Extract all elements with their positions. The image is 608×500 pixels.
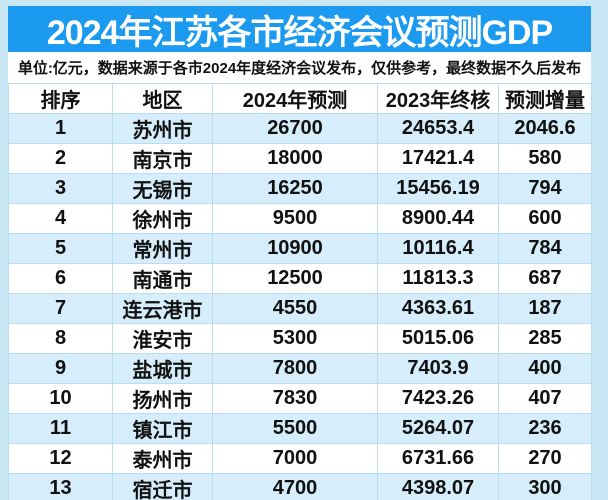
- table-cell: 10116.4: [377, 233, 499, 264]
- table-cell: 常州市: [112, 233, 213, 264]
- table-cell: 12: [8, 443, 113, 474]
- page-subtitle: 单位:亿元，数据来源于各市2024年度经济会议发布，仅供参考，最终数据不久后发布: [17, 60, 582, 77]
- table-cell: 7000: [212, 443, 378, 474]
- table-cell: 236: [498, 413, 592, 444]
- table-cell: 7800: [212, 353, 378, 384]
- table-cell: 7403.9: [377, 353, 499, 384]
- table-cell: 5: [8, 233, 113, 264]
- table-cell: 270: [498, 443, 592, 474]
- table-cell: 11: [8, 413, 113, 444]
- table-cell: 5300: [212, 323, 378, 354]
- table-cell: 285: [498, 323, 592, 354]
- table-row: 6 南通市 12500 11813.3 687: [8, 263, 592, 294]
- table-cell: 1: [8, 113, 113, 144]
- table-cell: 18000: [212, 143, 378, 174]
- table-row: 11 镇江市 5500 5264.07 236: [8, 413, 592, 444]
- table-cell: 8900.44: [377, 203, 499, 234]
- table-cell: 淮安市: [112, 323, 213, 354]
- column-header: 地区: [112, 83, 213, 114]
- table-cell: 600: [498, 203, 592, 234]
- table-cell: 9: [8, 353, 113, 384]
- table-cell: 6: [8, 263, 113, 294]
- table-cell: 镇江市: [112, 413, 213, 444]
- table-cell: 2046.6: [498, 113, 592, 144]
- table-cell: 徐州市: [112, 203, 213, 234]
- column-header: 2023年终核: [377, 83, 499, 114]
- table-row: 7 连云港市 4550 4363.61 187: [8, 293, 592, 324]
- table-cell: 7: [8, 293, 113, 324]
- table-cell: 17421.4: [377, 143, 499, 174]
- gdp-table: 排序 地区 2024年预测 2023年终核 预测增量 1 苏州市 26700 24653.4 2…: [8, 83, 592, 500]
- table-cell: 9500: [212, 203, 378, 234]
- table-cell: 784: [498, 233, 592, 264]
- table-cell: 7423.26: [377, 383, 499, 414]
- table-cell: 3: [8, 173, 113, 204]
- table-cell: 南京市: [112, 143, 213, 174]
- table-cell: 10900: [212, 233, 378, 264]
- table-cell: 泰州市: [112, 443, 213, 474]
- table-cell: 盐城市: [112, 353, 213, 384]
- table-cell: 580: [498, 143, 592, 174]
- page-title: 2024年江苏各市经济会议预测GDP: [46, 13, 553, 52]
- table-cell: 宿迁市: [112, 473, 213, 500]
- table-cell: 4363.61: [377, 293, 499, 324]
- title-banner: 2024年江苏各市经济会议预测GDP: [8, 6, 591, 52]
- table-cell: 连云港市: [112, 293, 213, 324]
- table-cell: 11813.3: [377, 263, 499, 294]
- table-cell: 16250: [212, 173, 378, 204]
- table-row: 12 泰州市 7000 6731.66 270: [8, 443, 592, 474]
- table-cell: 794: [498, 173, 592, 204]
- table-row: 8 淮安市 5300 5015.06 285: [8, 323, 592, 354]
- table-row: 1 苏州市 26700 24653.4 2046.6: [8, 113, 592, 144]
- table-cell: 24653.4: [377, 113, 499, 144]
- table-cell: 4700: [212, 473, 378, 500]
- table-cell: 2: [8, 143, 113, 174]
- table-cell: 6731.66: [377, 443, 499, 474]
- table-cell: 8: [8, 323, 113, 354]
- table-row: 13 宿迁市 4700 4398.07 300: [8, 473, 592, 500]
- table-row: 5 常州市 10900 10116.4 784: [8, 233, 592, 264]
- table-cell: 4398.07: [377, 473, 499, 500]
- table-body: 1 苏州市 26700 24653.4 2046.6 2 南京市 18000 17421.4 58…: [8, 113, 592, 500]
- column-header: 排序: [8, 83, 113, 114]
- table-cell: 26700: [212, 113, 378, 144]
- table-cell: 400: [498, 353, 592, 384]
- table-cell: 15456.19: [377, 173, 499, 204]
- table-row: 3 无锡市 16250 15456.19 794: [8, 173, 592, 204]
- table-row: 10 扬州市 7830 7423.26 407: [8, 383, 592, 414]
- table-cell: 苏州市: [112, 113, 213, 144]
- table-cell: 南通市: [112, 263, 213, 294]
- table-row: 2 南京市 18000 17421.4 580: [8, 143, 592, 174]
- table-cell: 4: [8, 203, 113, 234]
- table-cell: 7830: [212, 383, 378, 414]
- table-cell: 扬州市: [112, 383, 213, 414]
- table-cell: 300: [498, 473, 592, 500]
- table-cell: 687: [498, 263, 592, 294]
- content-area: 2024年江苏各市经济会议预测GDP 单位:亿元，数据来源于各市2024年度经济…: [8, 6, 592, 500]
- table-cell: 5500: [212, 413, 378, 444]
- table-row: 4 徐州市 9500 8900.44 600: [8, 203, 592, 234]
- column-header: 预测增量: [498, 83, 592, 114]
- table-cell: 5015.06: [377, 323, 499, 354]
- table-cell: 407: [498, 383, 592, 414]
- table-cell: 13: [8, 473, 113, 500]
- table-cell: 无锡市: [112, 173, 213, 204]
- table-cell: 4550: [212, 293, 378, 324]
- column-header: 2024年预测: [212, 83, 378, 114]
- table-header-row: 排序 地区 2024年预测 2023年终核 预测增量: [8, 83, 592, 114]
- table-cell: 5264.07: [377, 413, 499, 444]
- table-cell: 10: [8, 383, 113, 414]
- table-cell: 12500: [212, 263, 378, 294]
- subtitle-bar: 单位:亿元，数据来源于各市2024年度经济会议发布，仅供参考，最终数据不久后发布: [8, 52, 591, 83]
- table-row: 9 盐城市 7800 7403.9 400: [8, 353, 592, 384]
- table-cell: 187: [498, 293, 592, 324]
